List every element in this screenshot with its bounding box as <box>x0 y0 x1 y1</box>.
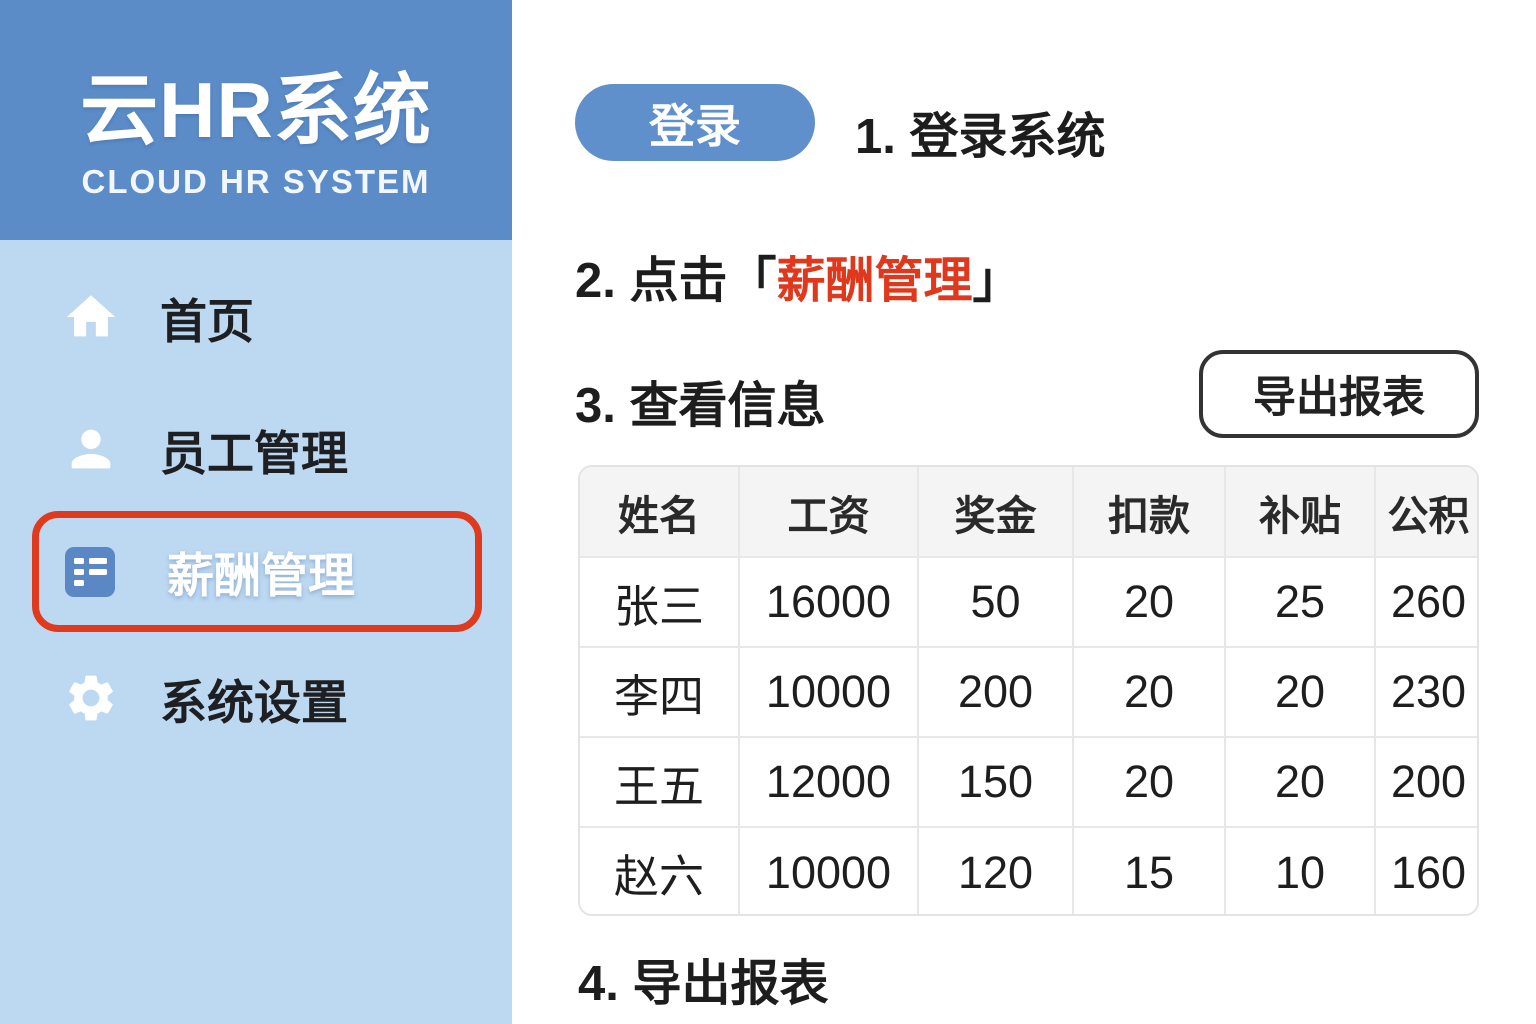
cell-deduction: 20 <box>1073 737 1226 828</box>
step4-label: 4. 导出报表 <box>578 957 829 1011</box>
sidebar-item-payroll-management[interactable]: 薪酬管理 <box>32 511 482 632</box>
cell-salary: 16000 <box>739 557 919 648</box>
cell-salary: 10000 <box>739 647 919 738</box>
user-icon <box>62 420 120 478</box>
sidebar-item-label: 员工管理 <box>160 426 348 480</box>
cell-bonus: 120 <box>918 827 1074 914</box>
cell-name: 王五 <box>580 737 740 828</box>
table-row: 赵六 10000 120 15 10 160 <box>580 827 1477 914</box>
cell-bonus: 50 <box>918 557 1074 648</box>
step1-label: 1. 登录系统 <box>855 110 1106 164</box>
cell-subsidy: 10 <box>1225 827 1376 914</box>
cell-provident: 200 <box>1375 737 1477 828</box>
sidebar-item-system-settings[interactable]: 系统设置 <box>62 668 348 729</box>
table-row: 李四 10000 200 20 20 230 <box>580 647 1477 738</box>
cell-name: 李四 <box>580 647 740 738</box>
main-content: 登录 1. 登录系统 2. 点击「薪酬管理」 3. 查看信息 导出报表 姓名 工… <box>512 0 1536 1024</box>
export-report-button[interactable]: 导出报表 <box>1199 350 1479 438</box>
table-row: 王五 12000 150 20 20 200 <box>580 737 1477 828</box>
column-header-bonus: 奖金 <box>918 467 1074 558</box>
cell-deduction: 20 <box>1073 557 1226 648</box>
cell-subsidy: 20 <box>1225 647 1376 738</box>
column-header-subsidy: 补贴 <box>1225 467 1376 558</box>
sidebar-item-label: 薪酬管理 <box>167 549 355 602</box>
cell-provident: 260 <box>1375 557 1477 648</box>
sidebar: 云HR系统 CLOUD HR SYSTEM 首页 员工管理 <box>0 0 512 1024</box>
app-title: 云HR系统 <box>80 66 432 154</box>
cell-salary: 10000 <box>739 827 919 914</box>
cell-name: 张三 <box>580 557 740 648</box>
sidebar-item-home[interactable]: 首页 <box>62 287 254 348</box>
table-row: 张三 16000 50 20 25 260 <box>580 557 1477 648</box>
payroll-list-icon <box>65 546 115 597</box>
cell-bonus: 150 <box>918 737 1074 828</box>
step2-prefix: 2. 点击「 <box>575 254 777 308</box>
home-icon <box>62 288 120 346</box>
cell-salary: 12000 <box>739 737 919 828</box>
app-subtitle: CLOUD HR SYSTEM <box>81 163 431 200</box>
step2-highlight-payroll: 薪酬管理 <box>776 254 973 308</box>
column-header-name: 姓名 <box>580 467 740 558</box>
salary-table: 姓名 工资 奖金 扣款 补贴 公积 张三 16000 50 20 25 <box>578 465 1479 916</box>
column-header-deduction: 扣款 <box>1073 467 1226 558</box>
cell-deduction: 20 <box>1073 647 1226 738</box>
gear-icon <box>62 669 120 727</box>
sidebar-item-employee-management[interactable]: 员工管理 <box>62 419 348 480</box>
login-button[interactable]: 登录 <box>575 84 815 161</box>
step2-label: 2. 点击「薪酬管理」 <box>575 241 1022 312</box>
step2-suffix: 」 <box>972 254 1022 308</box>
cell-name: 赵六 <box>580 827 740 914</box>
sidebar-item-label: 首页 <box>160 294 254 348</box>
column-header-provident: 公积 <box>1375 467 1477 558</box>
cell-subsidy: 20 <box>1225 737 1376 828</box>
cell-provident: 230 <box>1375 647 1477 738</box>
cell-bonus: 200 <box>918 647 1074 738</box>
step3-label: 3. 查看信息 <box>575 379 826 433</box>
sidebar-item-label: 系统设置 <box>160 675 348 729</box>
cell-subsidy: 25 <box>1225 557 1376 648</box>
table-header-row: 姓名 工资 奖金 扣款 补贴 公积 <box>580 467 1477 558</box>
column-header-salary: 工资 <box>739 467 919 558</box>
sidebar-header: 云HR系统 CLOUD HR SYSTEM <box>0 0 512 240</box>
cell-deduction: 15 <box>1073 827 1226 914</box>
cell-provident: 160 <box>1375 827 1477 914</box>
